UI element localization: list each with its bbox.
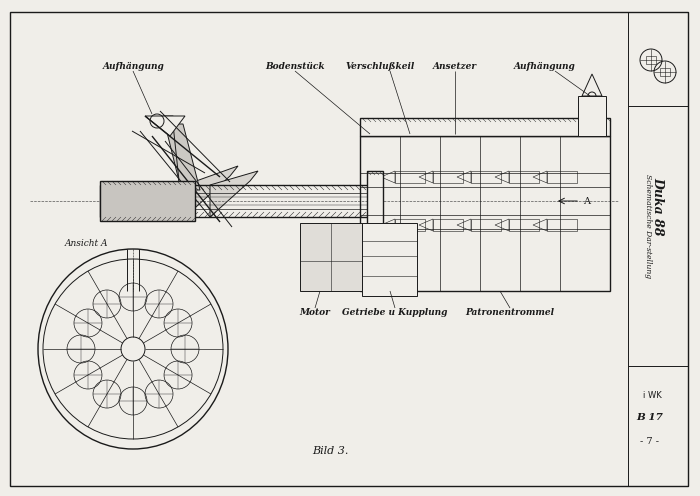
Bar — [646, 56, 656, 64]
Text: Ansicht A: Ansicht A — [65, 239, 108, 248]
Text: Aufhängung: Aufhängung — [103, 62, 164, 71]
Text: A: A — [583, 196, 590, 205]
Polygon shape — [173, 124, 200, 190]
Polygon shape — [582, 74, 602, 96]
Text: Bild 3.: Bild 3. — [312, 446, 348, 456]
Bar — [100, 181, 195, 221]
Bar — [360, 118, 610, 136]
Text: Bodenstück: Bodenstück — [265, 62, 325, 71]
Polygon shape — [495, 219, 509, 231]
Polygon shape — [163, 116, 190, 185]
Polygon shape — [185, 166, 238, 217]
Polygon shape — [419, 171, 433, 183]
Text: Verschlußkeil: Verschlußkeil — [345, 62, 414, 71]
Text: i WK: i WK — [643, 391, 662, 400]
Bar — [547, 219, 577, 231]
Bar — [578, 96, 606, 136]
Bar — [360, 136, 610, 291]
Text: - 7 -: - 7 - — [640, 436, 659, 445]
Text: B 17: B 17 — [636, 414, 664, 423]
Bar — [362, 223, 417, 296]
Polygon shape — [457, 219, 471, 231]
Bar — [471, 219, 501, 231]
Text: Ansetzer: Ansetzer — [433, 62, 477, 71]
Bar — [300, 223, 362, 291]
Bar — [547, 171, 577, 183]
Polygon shape — [419, 219, 433, 231]
Bar — [367, 171, 383, 231]
Bar — [395, 219, 425, 231]
Bar — [471, 171, 501, 183]
Bar — [509, 219, 539, 231]
Bar — [433, 171, 463, 183]
Text: Motor: Motor — [300, 308, 330, 317]
Bar — [433, 219, 463, 231]
Text: Getriebe u Kupplung: Getriebe u Kupplung — [342, 308, 448, 317]
Polygon shape — [533, 171, 547, 183]
Polygon shape — [533, 219, 547, 231]
Polygon shape — [381, 171, 395, 183]
Bar — [395, 171, 425, 183]
Bar — [509, 171, 539, 183]
Polygon shape — [495, 171, 509, 183]
Text: Duka 88: Duka 88 — [652, 177, 664, 235]
Text: Schematische Dar-stellung: Schematische Dar-stellung — [644, 174, 652, 278]
Polygon shape — [381, 219, 395, 231]
Bar — [660, 68, 670, 76]
Polygon shape — [457, 171, 471, 183]
Polygon shape — [145, 116, 185, 136]
Ellipse shape — [38, 249, 228, 449]
Text: Aufhängung: Aufhängung — [514, 62, 576, 71]
Bar — [628, 12, 688, 486]
Polygon shape — [210, 171, 258, 217]
Text: Patronentrommel: Patronentrommel — [466, 308, 554, 317]
